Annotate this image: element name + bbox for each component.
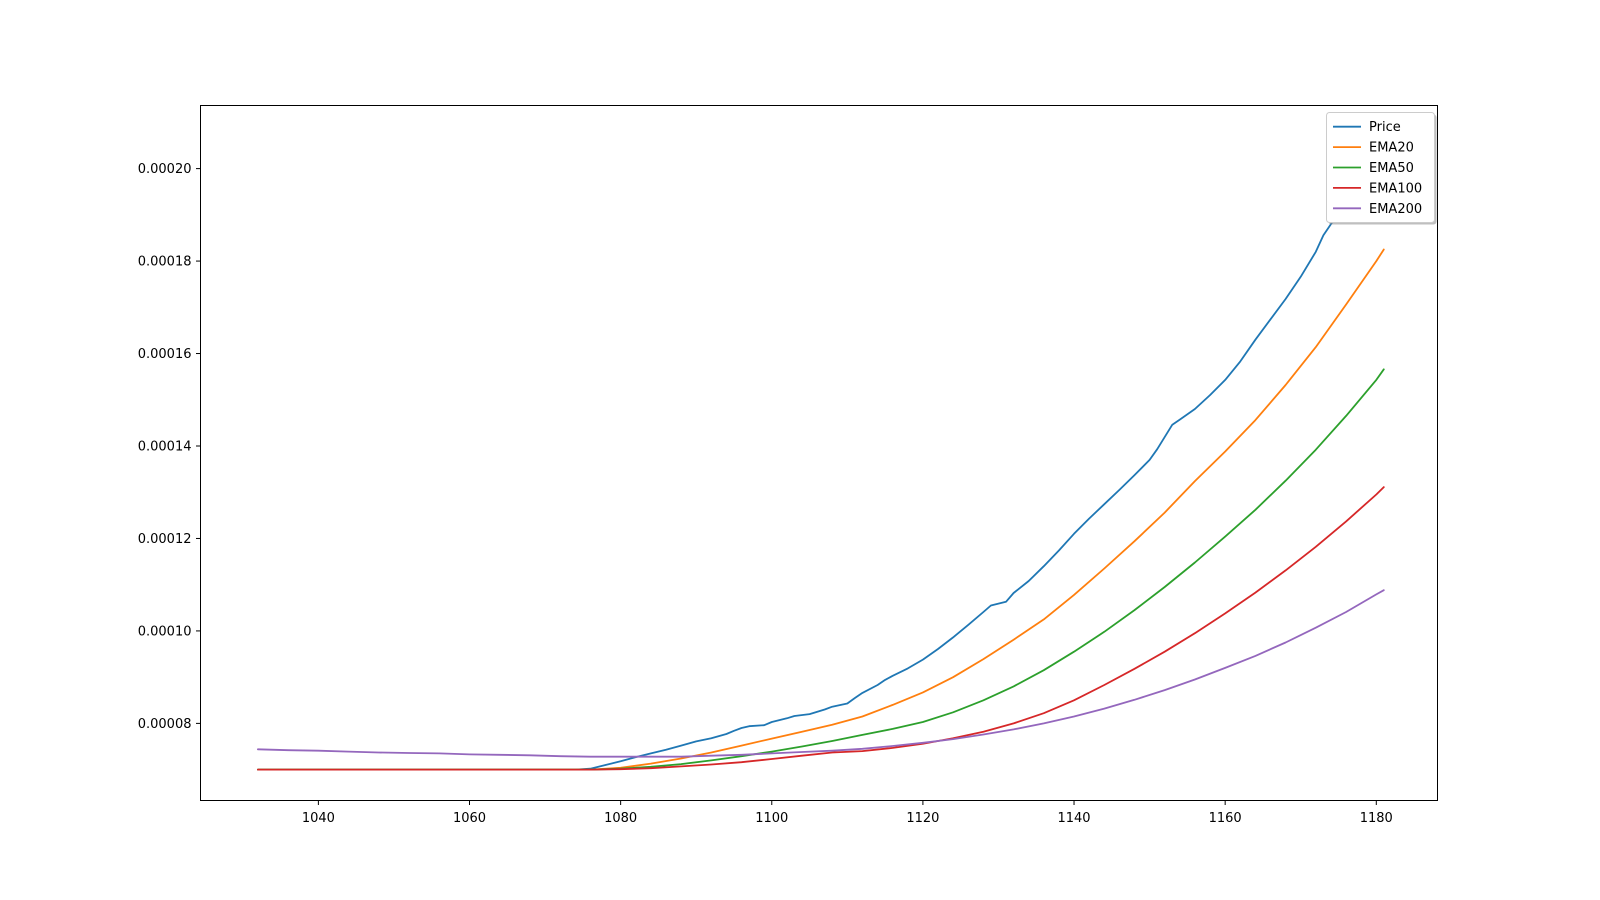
x-tick-label: 1160	[1209, 811, 1242, 826]
y-tick-label: 0.00016	[138, 347, 192, 362]
x-tick-label: 1080	[604, 811, 637, 826]
series-line-ema100	[256, 486, 1385, 771]
x-tick-label: 1100	[755, 811, 788, 826]
y-tick-label: 0.00010	[138, 624, 192, 639]
plot-border	[200, 105, 1438, 801]
y-tick-label: 0.00020	[138, 162, 192, 177]
x-tick-label: 1040	[302, 811, 335, 826]
legend-label-price: Price	[1369, 120, 1401, 135]
y-tick-label: 0.00008	[138, 717, 192, 732]
series-line-price	[256, 136, 1385, 771]
y-tick-label: 0.00014	[138, 439, 192, 454]
series-line-ema20	[256, 248, 1385, 771]
series-line-ema200	[256, 589, 1385, 758]
legend-label-ema200: EMA200	[1369, 202, 1422, 217]
series-line-ema50	[256, 368, 1385, 771]
legend-label-ema20: EMA20	[1369, 141, 1414, 156]
legend-label-ema50: EMA50	[1369, 161, 1414, 176]
x-tick-label: 1180	[1360, 811, 1393, 826]
x-tick-label: 1120	[906, 811, 939, 826]
y-tick-label: 0.00012	[138, 532, 192, 547]
legend-box	[1326, 112, 1435, 223]
x-tick-label: 1060	[453, 811, 486, 826]
legend-label-ema100: EMA100	[1369, 181, 1422, 196]
y-tick-label: 0.00018	[138, 255, 192, 270]
x-tick-label: 1140	[1057, 811, 1090, 826]
